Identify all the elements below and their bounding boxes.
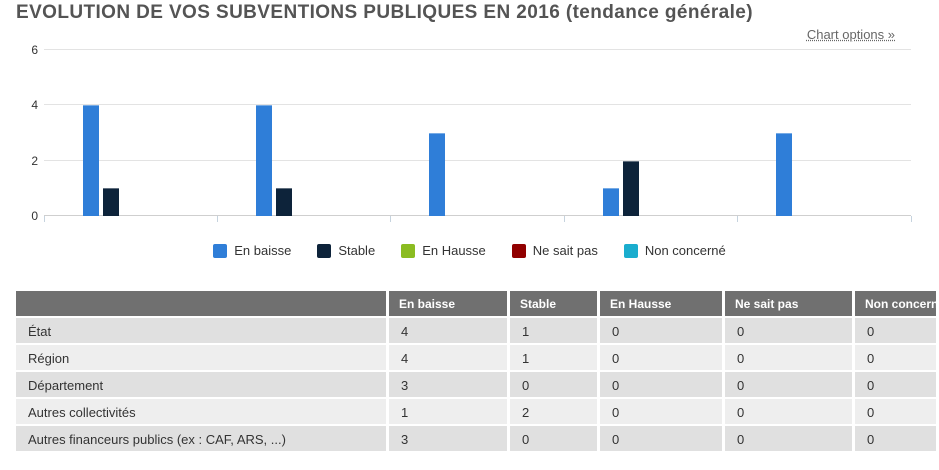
table-cell: 0 [600,372,722,397]
x-axis-tick [43,216,45,222]
table-cell: 0 [725,399,852,424]
row-label: Autres financeurs publics (ex : CAF, ARS… [16,426,386,451]
chart-options-link[interactable]: Chart options » [806,27,895,42]
y-axis-tick-label: 4 [31,98,38,113]
row-label: Département [16,372,386,397]
table-header: En baisse Stable En Hausse Ne sait pas Non c… [16,291,936,316]
legend-swatch-en-hausse [401,243,416,258]
x-axis-tick [910,216,912,222]
table-row-r-gion: Région 4 1 0 0 0 [16,345,936,370]
row-label: Région [16,345,386,370]
bar-group-autres-financeurs-publics-ex-caf-ars [738,50,911,216]
table-cell: 0 [855,399,936,424]
table-row-tat: État 4 1 0 0 0 [16,318,936,343]
table-cell: 1 [510,318,597,343]
legend-swatch-ne-sait-pas [511,243,526,258]
table-cell: 3 [389,372,507,397]
x-axis-tick [563,216,565,222]
bar-stable [102,188,119,216]
legend-item-en-hausse[interactable]: En Hausse [401,243,486,258]
legend-item-en-baisse[interactable]: En baisse [213,243,291,258]
table-cell: 0 [510,372,597,397]
table-row-autres-collectivit-s: Autres collectivités 1 2 0 0 0 [16,399,936,424]
legend-swatch-non-concern [623,243,638,258]
table-row-d-partement: Département 3 0 0 0 0 [16,372,936,397]
legend-swatch-stable [317,243,332,258]
table-header-cell: En baisse [389,291,507,316]
bar-group-r-gion [217,50,390,216]
gridline [44,159,911,161]
bar-en-baisse [602,188,619,216]
table-cell: 0 [725,318,852,343]
bar-en-baisse [776,133,793,216]
gridline [44,49,911,50]
table-cell: 1 [510,345,597,370]
table-cell: 4 [389,345,507,370]
table-header-cell [16,291,386,316]
row-label: Autres collectivités [16,399,386,424]
table-cell: 1 [389,399,507,424]
table-header-cell: Non concerné [855,291,936,316]
legend-item-ne-sait-pas[interactable]: Ne sait pas [511,243,598,258]
bar-en-baisse [429,133,446,216]
bar-stable [276,188,293,216]
table-cell: 0 [855,426,936,451]
chart-legend: En baisse Stable En Hausse Ne sait pas Non c… [0,243,939,258]
y-axis-tick-label: 2 [31,153,38,168]
bar-group-tat [44,50,217,216]
gridline [44,215,911,216]
legend-label: En baisse [234,243,292,258]
y-axis-tick-label: 6 [31,43,38,57]
legend-item-stable[interactable]: Stable [317,243,375,258]
legend-item-non-concern[interactable]: Non concerné [623,243,726,258]
table-cell: 0 [600,399,722,424]
plot-area: 6 4 2 0 [31,44,912,222]
bar-group-autres-collectivit-s [564,50,737,216]
table-row-autres-financeurs-publics-ex-caf-ars: Autres financeurs publics (ex : CAF, ARS… [16,426,936,451]
x-axis-tick [737,216,739,222]
bar-en-baisse [256,105,273,216]
table-cell: 0 [725,426,852,451]
page-title: EVOLUTION DE VOS SUBVENTIONS PUBLIQUES E… [16,2,753,23]
table-cell: 0 [725,345,852,370]
bar-en-baisse [82,105,99,216]
row-label: État [16,318,386,343]
table-cell: 4 [389,318,507,343]
data-table: En baisse Stable En Hausse Ne sait pas Non c… [13,289,939,453]
bar-group-d-partement [391,50,564,216]
table-header-cell: Stable [510,291,597,316]
table-cell: 0 [600,426,722,451]
table-cell: 0 [510,426,597,451]
legend-label: Non concerné [644,243,726,258]
table-cell: 3 [389,426,507,451]
table-header-cell: Ne sait pas [725,291,852,316]
table-cell: 0 [600,345,722,370]
x-axis-tick [390,216,392,222]
table-cell: 0 [600,318,722,343]
gridline [44,104,911,106]
table-cell: 0 [855,372,936,397]
table-cell: 0 [855,318,936,343]
table-header-row: En baisse Stable En Hausse Ne sait pas Non c… [16,291,936,316]
bar-stable [622,160,639,216]
legend-label: Ne sait pas [532,243,598,258]
x-axis-tick [216,216,218,222]
table-body: État 4 1 0 0 0 Région 4 1 0 0 0 Département 3 0 0 0 0 Autr… [16,318,936,451]
legend-label: En Hausse [422,243,486,258]
legend-label: Stable [338,243,376,258]
table-cell: 2 [510,399,597,424]
table-cell: 0 [725,372,852,397]
legend-swatch-en-baisse [213,243,228,258]
chart-options: Chart options » [807,26,895,44]
table-cell: 0 [855,345,936,370]
table-header-cell: En Hausse [600,291,722,316]
y-axis-tick-label: 0 [31,209,38,223]
